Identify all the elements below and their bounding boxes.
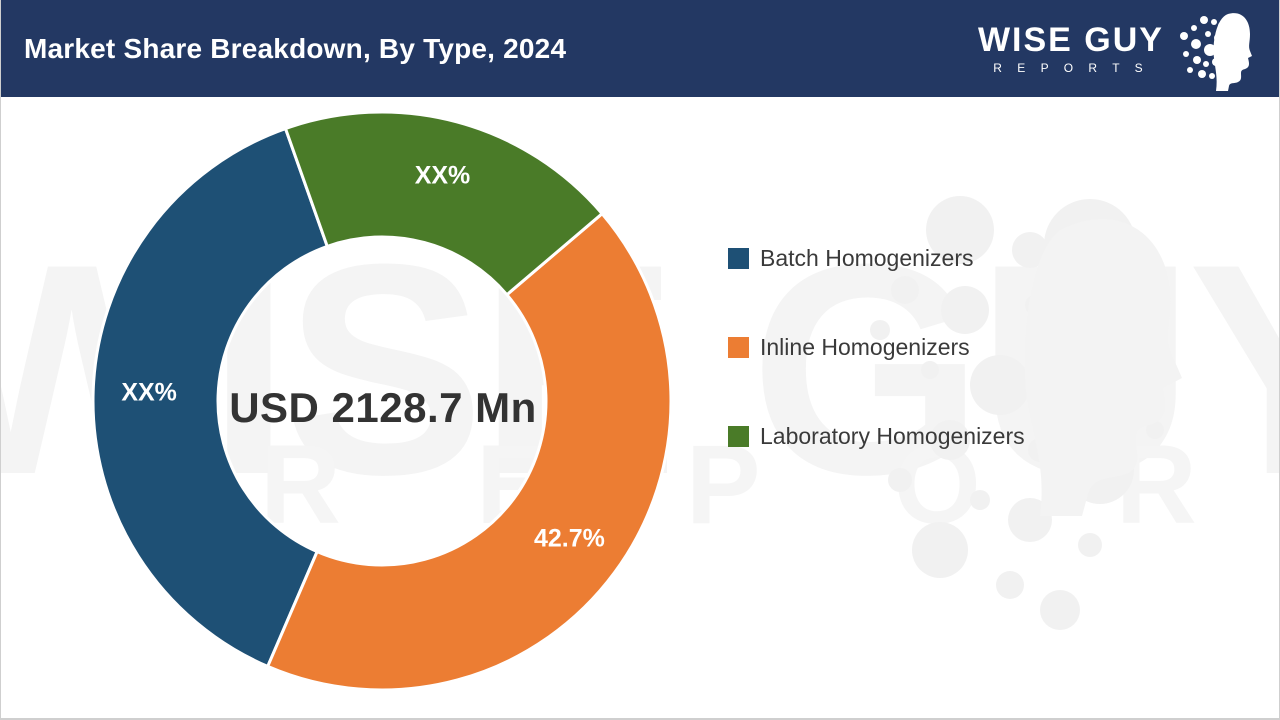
legend-label: Inline Homogenizers <box>760 334 970 360</box>
legend-swatch <box>728 248 749 269</box>
wiseguy-logo-face-icon <box>1180 12 1252 91</box>
donut-segment <box>284 110 604 297</box>
wiseguy-logo: WISE GUY R E P O R T S <box>978 6 1252 92</box>
logo-reports-label: R E P O R T S <box>993 61 1149 75</box>
donut-segment <box>266 212 673 692</box>
page-title: Market Share Breakdown, By Type, 2024 <box>24 32 567 64</box>
legend-swatch <box>728 337 749 358</box>
slice-percentage-label: XX% <box>121 378 177 407</box>
legend-item: Laboratory Homogenizers <box>728 423 1025 450</box>
donut-segment <box>91 127 329 668</box>
logo-wiseguy-label: WISE GUY <box>977 21 1164 59</box>
legend-swatch <box>728 426 749 447</box>
legend-label: Laboratory Homogenizers <box>760 423 1025 449</box>
wiseguy-logo-text: WISE GUY R E P O R T S <box>978 23 1164 74</box>
legend-item: Batch Homogenizers <box>728 245 1025 272</box>
slice-percentage-label: XX% <box>414 161 471 190</box>
legend-label: Batch Homogenizers <box>760 245 974 271</box>
chart-center-value: USD 2128.7 Mn <box>229 384 537 431</box>
legend-item: Inline Homogenizers <box>728 334 1025 361</box>
header-bar: Market Share Breakdown, By Type, 2024 WI… <box>0 0 1280 97</box>
chart-legend: Batch Homogenizers Inline Homogenizers Lab… <box>728 245 1025 512</box>
slice-percentage-label: 42.7% <box>533 524 605 553</box>
